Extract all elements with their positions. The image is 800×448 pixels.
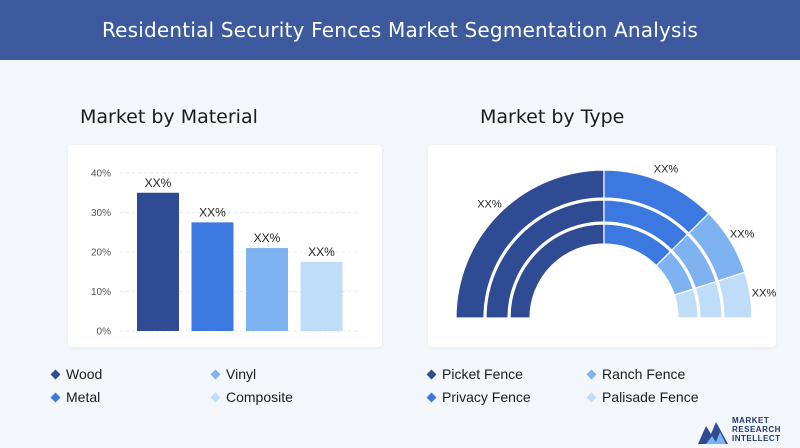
legend-swatch-icon <box>586 392 597 402</box>
y-tick-label: 10% <box>91 287 111 298</box>
legend-swatch-icon <box>426 369 437 379</box>
legend-label: Composite <box>226 389 293 405</box>
bar-data-label: XX% <box>145 176 172 190</box>
y-tick-label: 20% <box>91 248 111 259</box>
legend-item: Ranch Fence <box>586 366 686 382</box>
company-logo: MARKET RESEARCH INTELLECT <box>698 412 798 446</box>
bar-data-label: XX% <box>308 245 335 259</box>
legend-item: Picket Fence <box>426 366 523 382</box>
bar-wood <box>137 192 179 331</box>
y-tick-label: 40% <box>91 169 111 180</box>
type-chart-title: Market by Type <box>480 106 625 128</box>
legend-item: Vinyl <box>210 366 257 382</box>
legend-swatch-icon <box>210 369 221 379</box>
legend-label: Ranch Fence <box>602 366 686 382</box>
material-chart-title: Market by Material <box>80 106 258 128</box>
bar-vinyl <box>246 248 288 331</box>
bar-data-label: XX% <box>254 231 281 245</box>
legend-swatch-icon <box>210 392 221 402</box>
page-header: Residential Security Fences Market Segme… <box>0 0 800 60</box>
legend-label: Picket Fence <box>442 366 523 382</box>
legend-label: Privacy Fence <box>442 389 531 405</box>
logo-text: MARKET RESEARCH INTELLECT <box>732 416 781 443</box>
legend-label: Metal <box>66 389 101 405</box>
legend-label: Wood <box>66 366 103 382</box>
donut-slice-palisade-fence <box>717 271 753 319</box>
donut-slice-palisade-fence <box>694 280 723 319</box>
donut-data-label: XX% <box>654 163 679 175</box>
legend-item: Privacy Fence <box>426 389 531 405</box>
legend-swatch-icon <box>586 369 597 379</box>
legend-label: Palisade Fence <box>602 389 699 405</box>
donut-data-label: XX% <box>477 198 502 210</box>
bar-data-label: XX% <box>199 205 226 219</box>
y-tick-label: 30% <box>91 208 111 219</box>
legend-item: Wood <box>50 366 103 382</box>
donut-data-label: XX% <box>730 228 755 240</box>
legend-item: Palisade Fence <box>586 389 699 405</box>
logo-mark-icon <box>698 422 728 444</box>
legend-swatch-icon <box>50 369 61 379</box>
legend-label: Vinyl <box>226 366 257 382</box>
page-title: Residential Security Fences Market Segme… <box>101 18 699 42</box>
legend-item: Composite <box>210 389 293 405</box>
legend-swatch-icon <box>426 392 437 402</box>
legend-item: Metal <box>50 389 101 405</box>
bar-metal <box>191 222 234 331</box>
bar-composite <box>300 261 343 331</box>
y-tick-label: 0% <box>97 327 112 338</box>
legend-swatch-icon <box>50 392 61 402</box>
donut-data-label: XX% <box>752 288 777 300</box>
donut-slice-palisade-fence <box>673 288 699 319</box>
